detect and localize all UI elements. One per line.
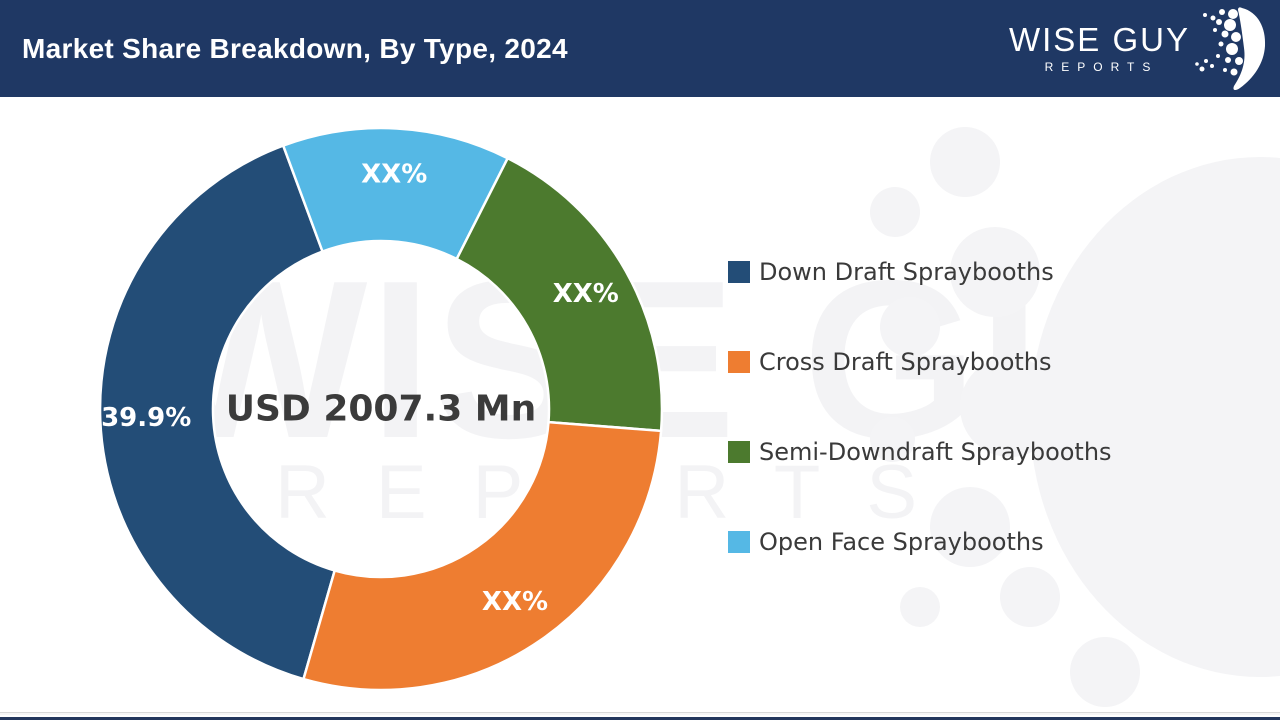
logo-wordmark: WISE GUY: [1008, 21, 1190, 58]
donut-segment-down-draft-spraybooths[interactable]: [98, 144, 336, 681]
donut-segment-cross-draft-spraybooths[interactable]: [302, 420, 663, 692]
legend-label: Semi-Downdraft Spraybooths: [759, 438, 1112, 466]
legend-item-semi-downdraft-spraybooths[interactable]: Semi-Downdraft Spraybooths: [728, 437, 1112, 467]
legend-label: Open Face Spraybooths: [759, 528, 1044, 556]
legend: Down Draft Spraybooths Cross Draft Sprayb…: [728, 257, 1112, 557]
legend-item-open-face-spraybooths[interactable]: Open Face Spraybooths: [728, 527, 1112, 557]
segment-label-semi-downdraft-spraybooths: XX%: [553, 279, 619, 309]
logo-subtitle: REPORTS: [1044, 60, 1159, 74]
legend-item-cross-draft-spraybooths[interactable]: Cross Draft Spraybooths: [728, 347, 1112, 377]
bottom-bar: [0, 712, 1280, 720]
logo-face-icon: [1195, 6, 1266, 90]
legend-label: Down Draft Spraybooths: [759, 258, 1054, 286]
logo-text: WISE GUY REPORTS: [1009, 23, 1190, 74]
segment-label-down-draft-spraybooths: 39.9%: [101, 403, 191, 433]
wiseguy-logo: WISE GUY REPORTS: [1009, 6, 1266, 92]
chart-center-value: USD 2007.3 Mn: [225, 388, 537, 430]
legend-label: Cross Draft Spraybooths: [759, 348, 1052, 376]
legend-item-down-draft-spraybooths[interactable]: Down Draft Spraybooths: [728, 257, 1112, 287]
legend-swatch: [728, 351, 750, 373]
segment-label-cross-draft-spraybooths: XX%: [482, 587, 548, 617]
chart-area: WISE GUY REPORTS 39.9%XX%XX%XX% USD 2007…: [0, 97, 1280, 713]
donut-chart: 39.9% XX% XX% XX%: [98, 126, 664, 692]
legend-swatch: [728, 531, 750, 553]
legend-swatch: [728, 441, 750, 463]
page-title: Market Share Breakdown, By Type, 2024: [22, 32, 568, 64]
donut-segment-semi-downdraft-spraybooths[interactable]: [455, 156, 664, 433]
segment-label-open-face-spraybooths: XX%: [361, 159, 427, 189]
header: Market Share Breakdown, By Type, 2024 WI…: [0, 0, 1280, 97]
legend-swatch: [728, 261, 750, 283]
